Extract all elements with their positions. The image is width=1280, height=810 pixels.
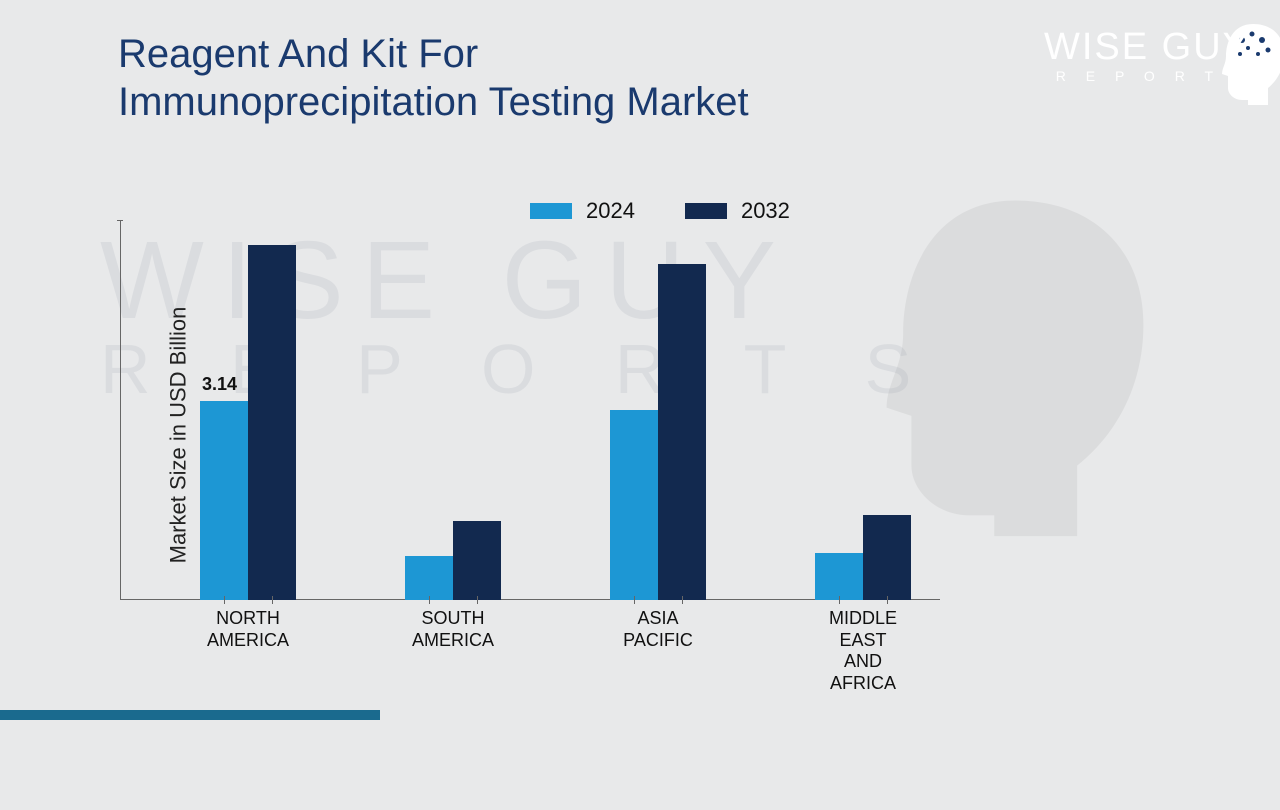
legend-swatch-2032 <box>685 203 727 219</box>
bar-2024 <box>610 410 658 600</box>
bar-group: MIDDLE EAST AND AFRICA <box>815 515 911 601</box>
x-tick <box>634 596 635 604</box>
x-category-label: ASIA PACIFIC <box>623 608 693 651</box>
brand-main: WISE GUY <box>1044 28 1250 66</box>
x-category-label: SOUTH AMERICA <box>412 608 494 651</box>
plot-area: NORTH AMERICA3.14 SOUTH AMERICA ASIA PACIF… <box>120 220 940 600</box>
chart-title: Reagent And Kit For Immunoprecipitation … <box>118 30 838 126</box>
x-tick <box>839 596 840 604</box>
bar-2032 <box>453 521 501 600</box>
bar-group: ASIA PACIFIC <box>610 264 706 600</box>
x-category-label: MIDDLE EAST AND AFRICA <box>829 608 897 694</box>
x-tick <box>682 596 683 604</box>
bar-2024 <box>405 556 453 600</box>
x-tick <box>887 596 888 604</box>
bar-2024 <box>815 553 863 601</box>
x-tick <box>272 596 273 604</box>
y-tick <box>117 220 123 221</box>
x-category-label: NORTH AMERICA <box>207 608 289 651</box>
bar-value-label: 3.14 <box>202 374 237 395</box>
bar-group: NORTH AMERICA <box>200 245 296 600</box>
x-tick <box>224 596 225 604</box>
x-tick <box>477 596 478 604</box>
x-tick <box>429 596 430 604</box>
chart-area: Market Size in USD Billion 2024 2032 NOR… <box>40 170 940 700</box>
brand-sub: R E P O R T S <box>1044 68 1250 84</box>
bar-2032 <box>863 515 911 601</box>
legend-swatch-2024 <box>530 203 572 219</box>
brand-logo: WISE GUY R E P O R T S <box>1044 28 1250 84</box>
bar-2032 <box>248 245 296 600</box>
bar-group: SOUTH AMERICA <box>405 521 501 600</box>
bar-2032 <box>658 264 706 600</box>
bottom-accent-bar <box>0 710 380 720</box>
y-axis-line <box>120 220 121 600</box>
bar-2024 <box>200 401 248 600</box>
